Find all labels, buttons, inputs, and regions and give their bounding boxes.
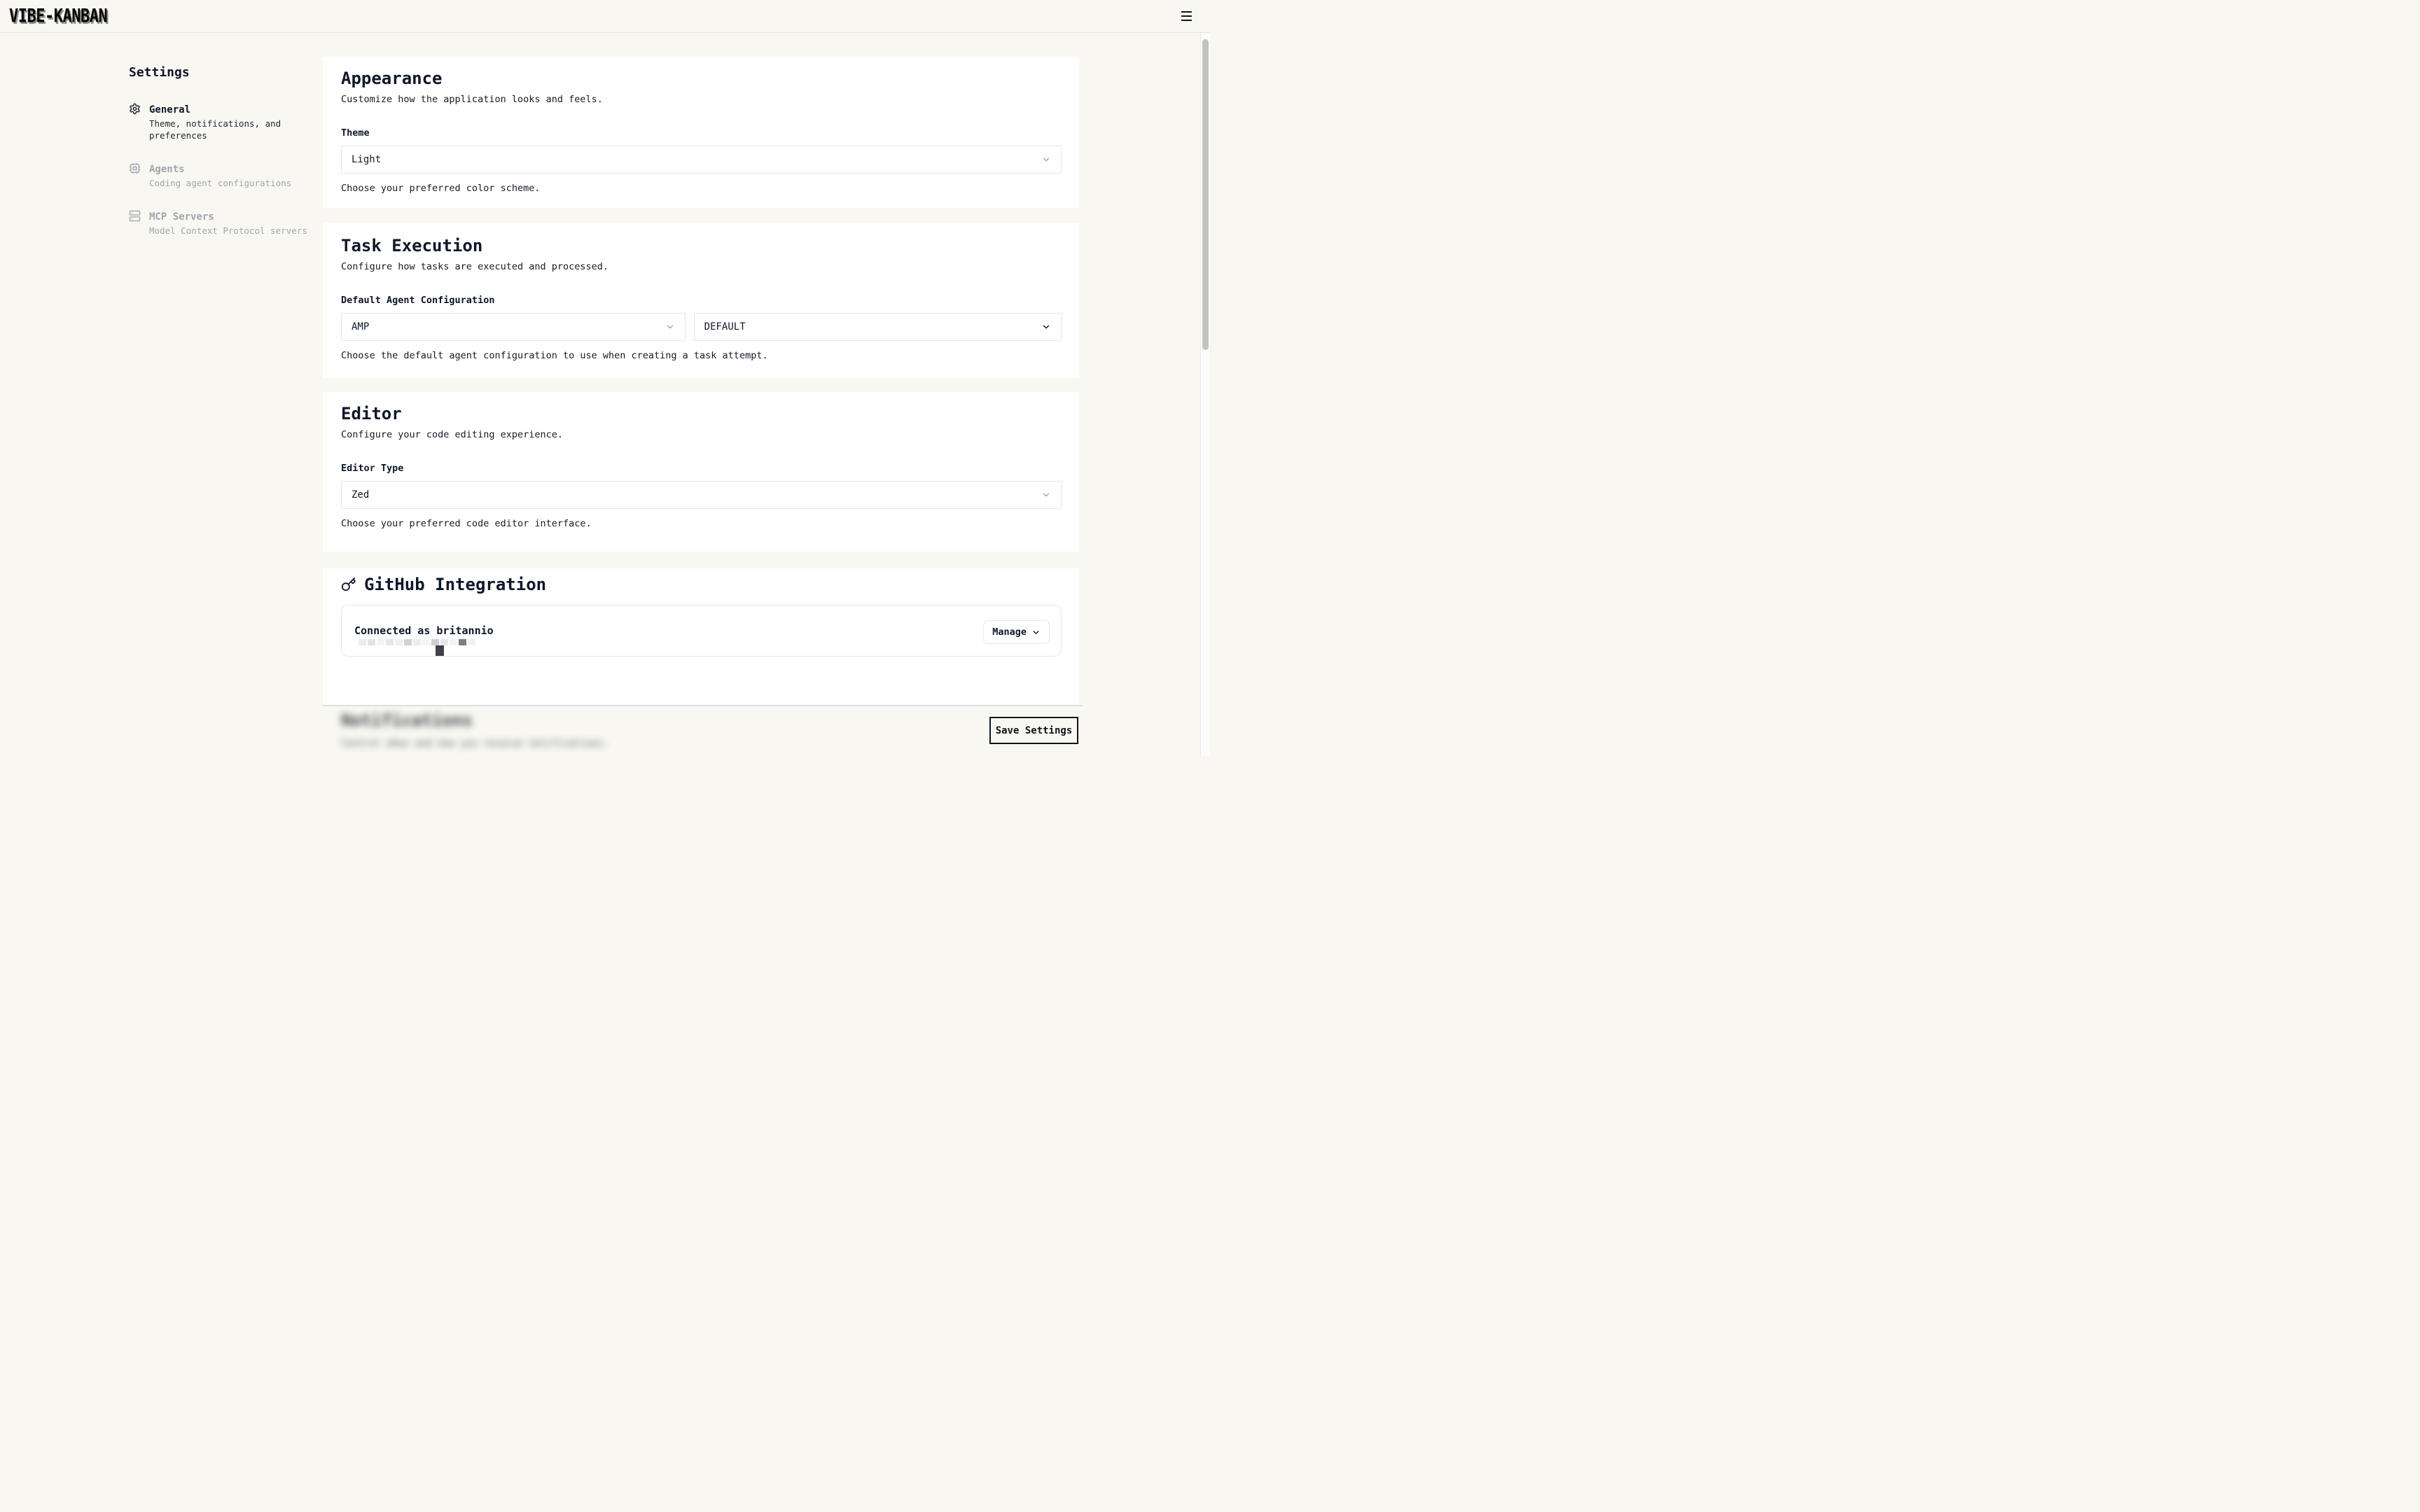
agent-select-value: AMP [352,321,370,332]
gear-icon [129,103,141,115]
sidebar-item-mcp-servers[interactable]: MCP Servers Model Context Protocol serve… [129,209,322,237]
manage-button[interactable]: Manage [983,620,1050,644]
sticky-footer: Notifications Control when and how you r… [0,705,1210,756]
agent-config-label: Default Agent Configuration [341,295,495,306]
hamburger-menu-icon[interactable] [1181,11,1192,21]
editor-type-select-value: Zed [352,489,370,500]
github-integration-section: GitHub Integration Connected as britanni… [323,568,1079,705]
sidebar-item-description: Theme, notifications, and preferences [149,118,281,141]
notifications-section-blurred: Notifications Control when and how you r… [341,711,609,750]
notifications-description: Control when and how you receive notific… [341,738,609,749]
sidebar-title: Settings [129,65,190,80]
github-connected-text: Connected as britannio [354,624,494,637]
cpu-icon [129,162,141,174]
editor-section: Editor Configure your code editing exper… [323,392,1079,552]
theme-select[interactable]: Light [341,146,1062,174]
task-execution-title: Task Execution [341,236,483,255]
agent-select[interactable]: AMP [341,313,686,341]
chevron-down-icon [665,322,675,332]
agent-config-help-text: Choose the default agent configuration t… [341,350,768,361]
sidebar-item-agents[interactable]: Agents Coding agent configurations [129,162,322,189]
redacted-blocks [359,639,475,657]
app-header: VIBE-KANBAN [0,0,1210,33]
footer-divider [323,705,1083,706]
chevron-down-icon [1031,628,1041,637]
agent-config-select-value: DEFAULT [704,321,746,332]
appearance-section: Appearance Customize how the application… [323,57,1079,208]
theme-select-value: Light [352,154,382,165]
task-execution-description: Configure how tasks are executed and pro… [341,261,609,272]
sidebar-item-general[interactable]: General Theme, notifications, and prefer… [129,102,322,141]
scrollbar-thumb[interactable] [1202,39,1209,350]
sidebar-item-label: MCP Servers [149,211,214,223]
sidebar-item-description: Model Context Protocol servers [149,225,307,236]
save-settings-button[interactable]: Save Settings [989,717,1078,744]
editor-type-select[interactable]: Zed [341,481,1062,509]
editor-type-label: Editor Type [341,463,404,474]
notifications-title: Notifications [341,710,473,730]
manage-button-label: Manage [992,626,1027,638]
theme-label: Theme [341,127,370,139]
chevron-down-icon [1041,322,1051,332]
server-icon [129,210,141,222]
scrollbar-track [1200,34,1210,756]
github-title: GitHub Integration [364,575,547,594]
chevron-down-icon [1041,490,1051,500]
appearance-title: Appearance [341,69,443,88]
sidebar-item-label: Agents [149,164,185,175]
task-execution-section: Task Execution Configure how tasks are e… [323,223,1079,378]
chevron-down-icon [1041,155,1051,164]
editor-description: Configure your code editing experience. [341,429,563,440]
sidebar-item-label: General [149,104,191,115]
key-icon [341,577,356,592]
sidebar-item-description: Coding agent configurations [149,178,292,188]
agent-config-select[interactable]: DEFAULT [693,313,1062,341]
github-connection-box: Connected as britannio Manage [341,605,1062,657]
settings-sidebar: Settings General Theme, notifications, a… [129,65,322,257]
editor-type-help-text: Choose your preferred code editor interf… [341,518,592,529]
appearance-description: Customize how the application looks and … [341,94,603,105]
app-logo: VIBE-KANBAN [9,5,108,27]
editor-title: Editor [341,404,402,424]
theme-help-text: Choose your preferred color scheme. [341,183,541,194]
